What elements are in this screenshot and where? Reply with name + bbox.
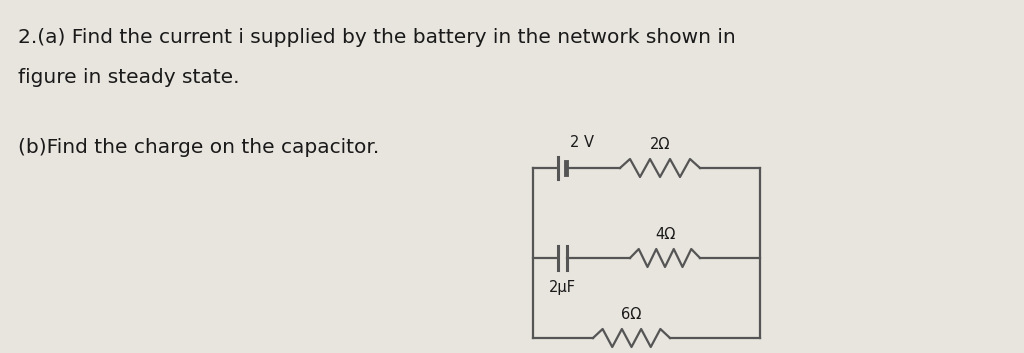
Text: 2μF: 2μF (549, 280, 575, 295)
Text: 2 V: 2 V (570, 135, 594, 150)
Text: 2Ω: 2Ω (650, 137, 670, 152)
Text: 2.(a) Find the current i supplied by the battery in the network shown in: 2.(a) Find the current i supplied by the… (18, 28, 736, 47)
Text: (b)Find the charge on the capacitor.: (b)Find the charge on the capacitor. (18, 138, 379, 157)
Text: 6Ω: 6Ω (622, 307, 642, 322)
Text: 4Ω: 4Ω (655, 227, 675, 242)
Text: figure in steady state.: figure in steady state. (18, 68, 240, 87)
